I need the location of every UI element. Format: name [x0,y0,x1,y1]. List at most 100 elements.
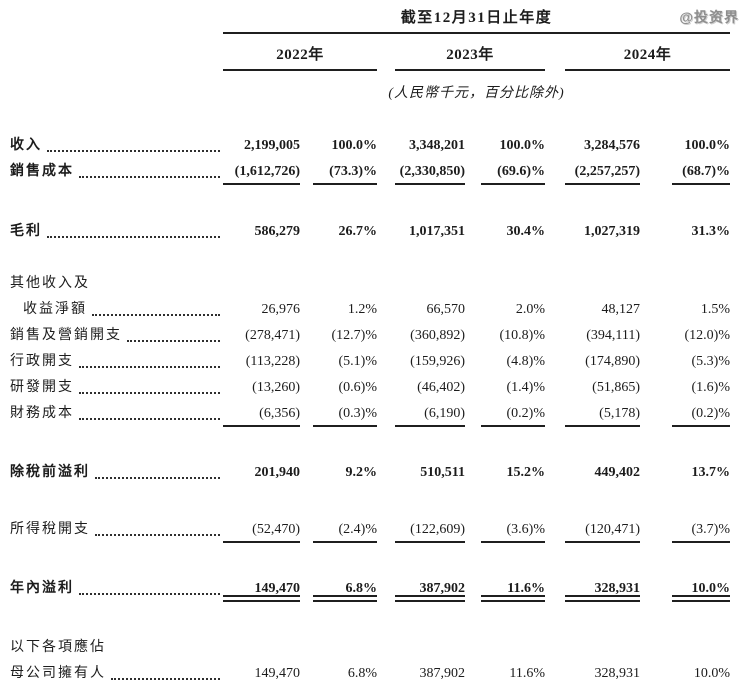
cell-pct-2023: (3.6)% [481,517,545,543]
cell-pct-2024: (12.0)% [684,328,731,343]
cell-amount-2022: 2,199,005 [244,138,300,153]
cell-pct-2022: 6.8% [347,666,377,681]
cell-amount-2022: 26,976 [261,302,301,317]
unit-note: (人民幣千元，百分比除外) [388,86,565,101]
cell-pct-2024: 13.7% [691,465,731,480]
cell-pct-2024: (3.7)% [672,517,730,543]
table-row: 以下各項應佔 [10,635,742,661]
cell-pct-2022 [313,271,377,297]
cell-pct-2023: (69.6)% [481,159,545,185]
dot-leader [111,678,220,680]
cell-amount-2023: 510,511 [420,465,465,480]
table-row: 收入 2,199,005 100.0% 3,348,201 100.0% 3,284,57… [10,133,742,159]
row-label-text: 行政開支 [10,354,74,369]
dot-leader [127,340,220,342]
row-label: 除稅前溢利 [10,460,223,486]
cell-pct-2022: 100.0% [331,138,378,153]
cell-pct-2023: 100.0% [499,138,546,153]
cell-pct-2024: 10.0% [693,666,730,681]
cell-amount-2022: 149,470 [254,666,301,681]
row-label: 行政開支 [10,349,223,375]
row-spacer [10,486,730,517]
cell-amount-2022: 149,470 [223,576,300,602]
cell-amount-2022: (1,612,726) [223,159,300,185]
dot-leader [79,176,220,178]
cell-amount-2023: (46,402) [417,380,465,395]
cell-pct-2022: (0.6)% [338,380,378,395]
cell-amount-2024: (2,257,257) [565,159,640,185]
table-row: 所得稅開支 (52,470) (2.4)% (122,609) (3.6)% (120,4… [10,517,742,543]
row-label-text: 收入 [10,138,42,153]
row-label: 其他收入及 [10,271,223,297]
cell-pct-2023: (10.8)% [499,328,546,343]
row-label: 毛利 [10,219,223,245]
cell-pct-2022: 9.2% [345,465,378,480]
cell-pct-2023: (1.4)% [506,380,546,395]
row-label: 母公司擁有人 [10,661,223,687]
cell-pct-2022: (0.3)% [313,401,377,427]
year-header-2023: 2023年 [395,43,545,71]
cell-amount-2024: 48,127 [601,302,641,317]
cell-amount-2022: (6,356) [223,401,300,427]
cell-amount-2024: 449,402 [594,465,641,480]
cell-pct-2023: 15.2% [506,465,546,480]
row-label-text: 財務成本 [10,406,74,421]
cell-pct-2024 [672,635,730,661]
cell-pct-2024: 10.0% [672,576,730,602]
row-label: 以下各項應佔 [10,635,223,661]
cell-amount-2024: (174,890) [585,354,640,369]
row-spacer [10,245,730,271]
dot-leader [95,477,220,479]
dot-leader [79,366,220,368]
cell-amount-2024 [565,271,640,297]
cell-pct-2023 [481,271,545,297]
row-label-text: 研發開支 [10,380,74,395]
row-spacer [10,602,730,635]
label-column-spacer [10,6,223,34]
dot-leader [79,418,220,420]
row-label-text: 母公司擁有人 [10,666,106,681]
row-label: 銷售及營銷開支 [10,323,223,349]
cell-amount-2022: 201,940 [254,465,301,480]
table-row: 毛利 586,279 26.7% 1,017,351 30.4% 1,027,319 31.… [10,219,742,245]
row-label-text: 收益淨額 [23,302,87,317]
row-label-text: 毛利 [10,224,42,239]
cell-pct-2022: (73.3)% [313,159,377,185]
cell-amount-2023: (2,330,850) [395,159,465,185]
watermark: @投资界 [679,9,739,25]
row-label-text: 所得稅開支 [10,522,90,537]
cell-amount-2023: (360,892) [410,328,465,343]
cell-pct-2022: (5.1)% [338,354,378,369]
row-label-text: 銷售成本 [10,164,74,179]
row-spacer [10,427,730,460]
cell-amount-2022: (52,470) [223,517,300,543]
label-column-spacer [10,71,223,102]
cell-pct-2022: (12.7)% [331,328,378,343]
table-row: 銷售及營銷開支 (278,471) (12.7)% (360,892) (10.8)% (… [10,323,742,349]
cell-amount-2023: 387,902 [419,666,466,681]
row-label: 研發開支 [10,375,223,401]
cell-amount-2024: 1,027,319 [584,224,640,239]
table-row: 年內溢利 149,470 6.8% 387,902 11.6% 328,931 10.0% [10,576,742,602]
row-label: 收入 [10,133,223,159]
cell-amount-2023: 387,902 [395,576,465,602]
cell-pct-2024: (1.6)% [691,380,731,395]
dot-leader [79,392,220,394]
cell-pct-2024: (68.7)% [672,159,730,185]
cell-amount-2024 [565,635,640,661]
cell-pct-2022: 26.7% [338,224,378,239]
table-row: 收益淨額 26,976 1.2% 66,570 2.0% 48,127 1.5% [10,297,742,323]
cell-amount-2023 [395,271,465,297]
cell-pct-2024: 31.3% [691,224,731,239]
row-label-text: 除稅前溢利 [10,465,90,480]
year-header-2022: 2022年 [223,43,377,71]
cell-pct-2024: 100.0% [684,138,731,153]
cell-amount-2022: 586,279 [254,224,301,239]
row-label: 年內溢利 [10,576,223,602]
cell-pct-2023: 11.6% [509,666,545,681]
cell-amount-2023: 1,017,351 [409,224,465,239]
cell-pct-2022: 6.8% [313,576,377,602]
table-row: 銷售成本 (1,612,726) (73.3)% (2,330,850) (69.6)%… [10,159,742,185]
cell-amount-2023: 3,348,201 [409,138,465,153]
